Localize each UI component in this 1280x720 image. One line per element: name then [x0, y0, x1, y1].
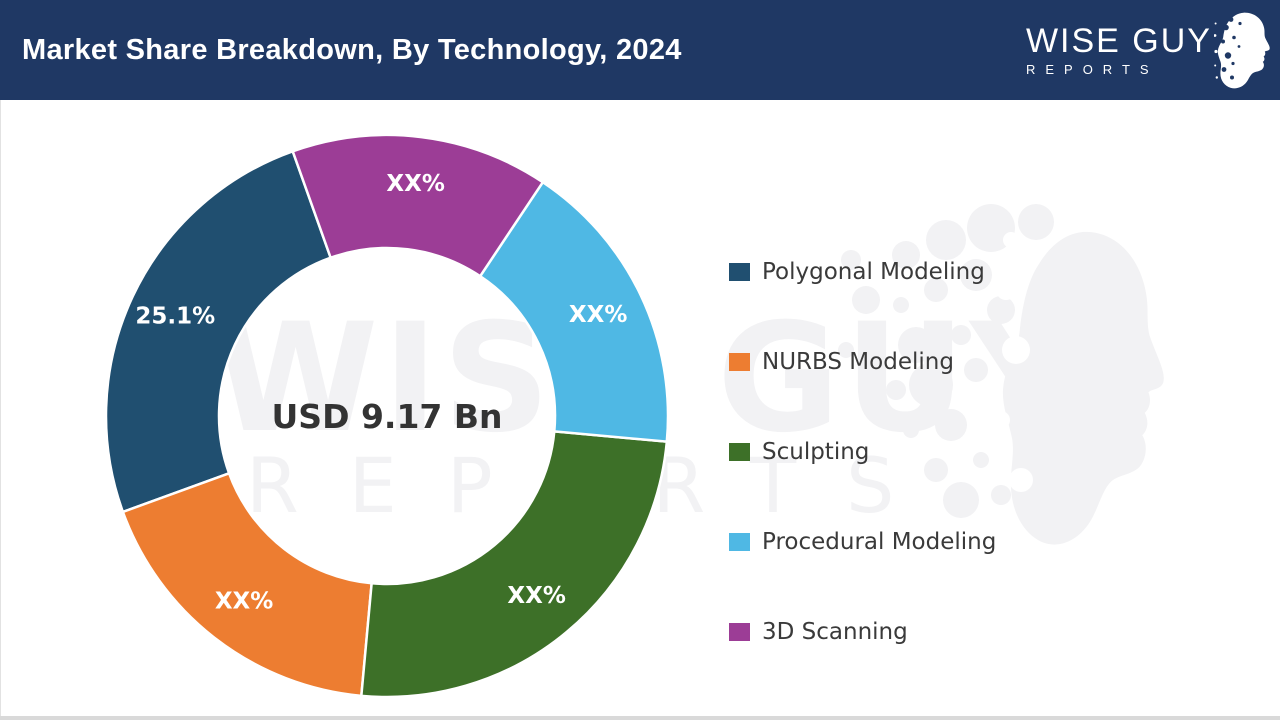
slice-label-3d-scanning: XX%: [386, 171, 445, 197]
slice-label-nurbs-modeling: XX%: [215, 588, 274, 614]
legend-item-3d-scanning: 3D Scanning: [729, 618, 996, 646]
watermark-face-icon: [838, 204, 1164, 545]
legend-label-nurbs-modeling: NURBS Modeling: [762, 349, 954, 375]
slice-label-procedural-modeling: XX%: [569, 302, 628, 328]
legend-swatch-3d-scanning: [729, 623, 750, 641]
brand-logo: WISE GUY REPORTS: [1026, 0, 1272, 100]
legend-swatch-polygonal-modeling: [729, 263, 750, 281]
legend-label-polygonal-modeling: Polygonal Modeling: [762, 259, 985, 285]
brand-wordmark: WISE GUY REPORTS: [1026, 23, 1212, 77]
legend-swatch-nurbs-modeling: [729, 353, 750, 371]
legend-item-procedural-modeling: Procedural Modeling: [729, 528, 996, 556]
donut-chart: 25.1% XX% XX% XX% XX%: [104, 133, 670, 699]
brand-name: WISE GUY: [1025, 22, 1212, 60]
chart-legend: Polygonal Modeling NURBS Modeling Sculptin…: [729, 258, 996, 646]
legend-item-sculpting: Sculpting: [729, 438, 996, 466]
donut-segment-polygonal-modeling: [104, 150, 332, 514]
donut-segment-procedural-modeling: [478, 180, 670, 443]
legend-label-sculpting: Sculpting: [762, 439, 870, 465]
donut-segment-nurbs-modeling: [121, 472, 373, 698]
brand-subtitle: REPORTS: [1025, 62, 1159, 77]
slice-label-polygonal-modeling: 25.1%: [135, 303, 215, 329]
legend-item-nurbs-modeling: NURBS Modeling: [729, 348, 996, 376]
donut-segment-sculpting: [360, 430, 669, 699]
bottom-accent-bar: [0, 716, 1280, 720]
legend-swatch-sculpting: [729, 443, 750, 461]
page-title: Market Share Breakdown, By Technology, 2…: [22, 33, 682, 66]
donut-segment-3d-scanning: [291, 133, 545, 278]
legend-label-procedural-modeling: Procedural Modeling: [762, 529, 997, 555]
slice-label-sculpting: XX%: [507, 583, 566, 609]
wiseguy-face-icon: [1214, 12, 1270, 88]
header-bar: Market Share Breakdown, By Technology, 2…: [0, 0, 1280, 100]
legend-label-3d-scanning: 3D Scanning: [762, 619, 908, 645]
legend-swatch-procedural-modeling: [729, 533, 750, 551]
chart-area: WISE GUY REPORTS: [0, 100, 1280, 716]
legend-item-polygonal-modeling: Polygonal Modeling: [729, 258, 996, 286]
